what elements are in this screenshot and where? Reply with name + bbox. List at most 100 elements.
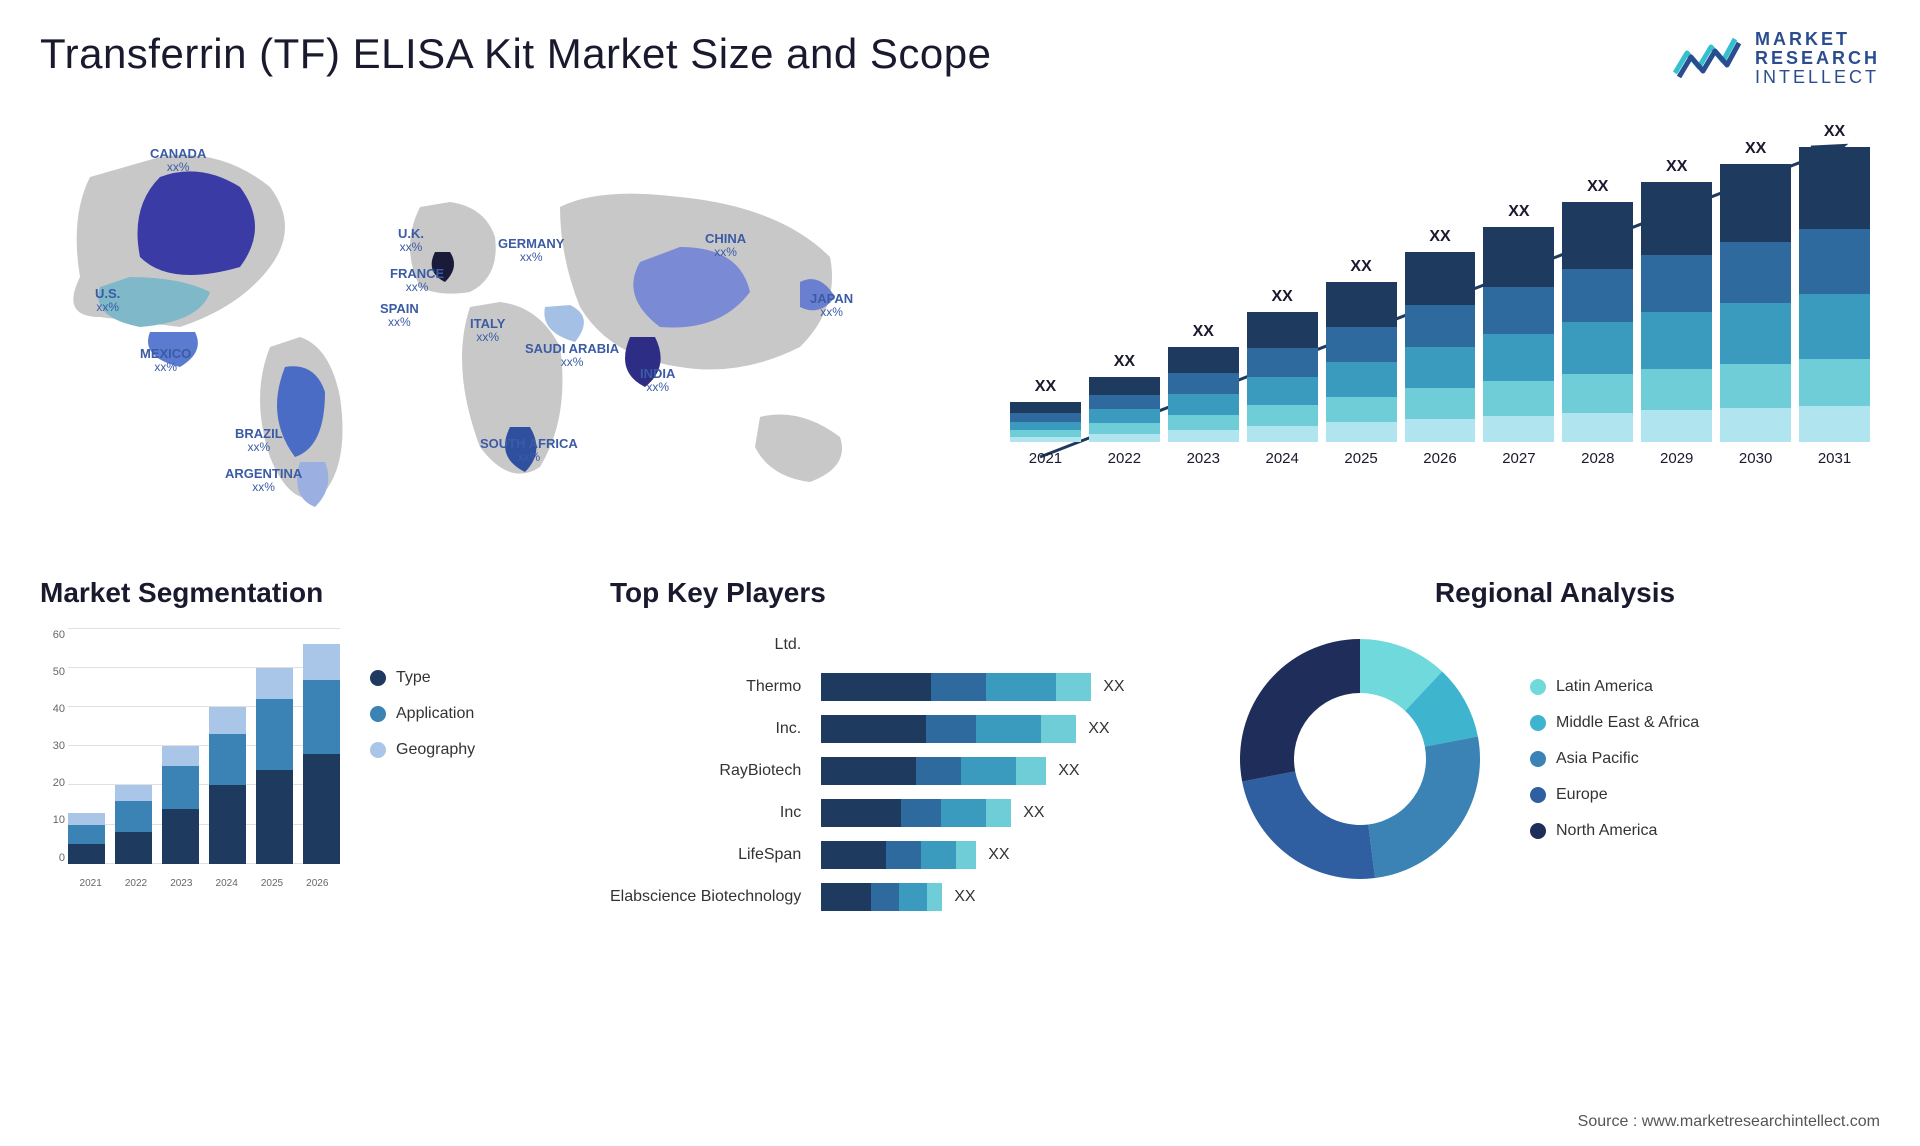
forecast-value: XX <box>1272 288 1293 306</box>
forecast-value: XX <box>1350 258 1371 276</box>
forecast-bar: XX 2029 <box>1641 158 1712 467</box>
segmentation-bar <box>209 707 246 864</box>
forecast-bar: XX 2027 <box>1483 203 1554 467</box>
legend-item: North America <box>1530 822 1699 840</box>
regional-donut-chart <box>1230 629 1490 889</box>
forecast-value: XX <box>1193 323 1214 341</box>
player-bar-row: XX <box>821 715 1190 743</box>
segmentation-bar <box>256 668 293 864</box>
legend-item: Europe <box>1530 786 1699 804</box>
forecast-bar: XX 2028 <box>1562 178 1633 467</box>
forecast-bar: XX 2024 <box>1247 288 1318 467</box>
forecast-bar: XX 2025 <box>1326 258 1397 467</box>
forecast-value: XX <box>1508 203 1529 221</box>
legend-item: Middle East & Africa <box>1530 714 1699 732</box>
player-bar-row: XX <box>821 673 1190 701</box>
forecast-value: XX <box>1429 228 1450 246</box>
player-bar-row <box>821 631 1190 659</box>
map-label: SAUDI ARABIAxx% <box>525 342 619 369</box>
page-title: Transferrin (TF) ELISA Kit Market Size a… <box>40 30 991 78</box>
forecast-chart: XX 2021 XX 2022 XX 2023 XX 2024 XX 2025 XX 2026 XX 20… <box>1000 117 1880 537</box>
donut-segment <box>1242 771 1375 879</box>
brand-logo: MARKET RESEARCH INTELLECT <box>1673 30 1880 87</box>
player-value: XX <box>1023 804 1044 822</box>
segmentation-legend: Type Application Geography <box>370 629 475 889</box>
forecast-year-label: 2027 <box>1502 450 1535 467</box>
legend-item: Asia Pacific <box>1530 750 1699 768</box>
map-label: BRAZILxx% <box>235 427 283 454</box>
donut-segment <box>1240 639 1360 781</box>
source-attribution: Source : www.marketresearchintellect.com <box>1578 1113 1880 1131</box>
map-label: MEXICOxx% <box>140 347 191 374</box>
player-bar-row: XX <box>821 883 1190 911</box>
player-name: Ltd. <box>775 631 802 659</box>
legend-item: Geography <box>370 741 475 759</box>
player-value: XX <box>1058 762 1079 780</box>
regional-panel: Regional Analysis Latin AmericaMiddle Ea… <box>1230 577 1880 911</box>
players-title: Top Key Players <box>610 577 1190 609</box>
forecast-bar: XX 2022 <box>1089 353 1160 467</box>
forecast-value: XX <box>1824 123 1845 141</box>
map-label: INDIAxx% <box>640 367 675 394</box>
player-bar-row: XX <box>821 841 1190 869</box>
map-label: CANADAxx% <box>150 147 206 174</box>
map-label: ITALYxx% <box>470 317 505 344</box>
forecast-year-label: 2021 <box>1029 450 1062 467</box>
regional-legend: Latin AmericaMiddle East & AfricaAsia Pa… <box>1530 678 1699 840</box>
donut-segment <box>1368 736 1480 878</box>
forecast-value: XX <box>1666 158 1687 176</box>
players-labels: Ltd. Thermo Inc. RayBiotech Inc LifeSpan Elabs… <box>610 629 801 911</box>
world-map: CANADAxx% U.S.xx% MEXICOxx% BRAZILxx% ARGENT… <box>40 117 940 537</box>
player-value: XX <box>988 846 1009 864</box>
forecast-bar: XX 2021 <box>1010 378 1081 467</box>
regional-title: Regional Analysis <box>1230 577 1880 609</box>
segmentation-chart: 6050403020100 202120222023202420252026 <box>40 629 340 889</box>
forecast-year-label: 2025 <box>1344 450 1377 467</box>
map-label: U.K.xx% <box>398 227 424 254</box>
map-label: GERMANYxx% <box>498 237 564 264</box>
map-label: JAPANxx% <box>810 292 853 319</box>
legend-item: Type <box>370 669 475 687</box>
player-bar-row: XX <box>821 757 1190 785</box>
forecast-year-label: 2028 <box>1581 450 1614 467</box>
player-name: Thermo <box>746 673 801 701</box>
forecast-bar: XX 2031 <box>1799 123 1870 467</box>
forecast-year-label: 2031 <box>1818 450 1851 467</box>
segmentation-bar <box>115 785 152 863</box>
forecast-value: XX <box>1745 140 1766 158</box>
player-name: RayBiotech <box>719 757 801 785</box>
player-bar-row: XX <box>821 799 1190 827</box>
player-name: Elabscience Biotechnology <box>610 883 801 911</box>
map-label: ARGENTINAxx% <box>225 467 302 494</box>
forecast-value: XX <box>1035 378 1056 396</box>
forecast-value: XX <box>1114 353 1135 371</box>
players-panel: Top Key Players Ltd. Thermo Inc. RayBiotech… <box>610 577 1190 911</box>
logo-text-2: RESEARCH <box>1755 49 1880 68</box>
forecast-year-label: 2030 <box>1739 450 1772 467</box>
forecast-year-label: 2026 <box>1423 450 1456 467</box>
logo-mark-icon <box>1673 33 1743 83</box>
segmentation-bar <box>303 644 340 863</box>
player-name: Inc <box>780 799 801 827</box>
player-value: XX <box>954 888 975 906</box>
logo-text-1: MARKET <box>1755 30 1880 49</box>
map-label: SOUTH AFRICAxx% <box>480 437 578 464</box>
player-name: Inc. <box>775 715 801 743</box>
players-bars: XX XX XX XX XX XX <box>821 629 1190 911</box>
player-value: XX <box>1088 720 1109 738</box>
player-value: XX <box>1103 678 1124 696</box>
forecast-year-label: 2023 <box>1187 450 1220 467</box>
legend-item: Application <box>370 705 475 723</box>
forecast-value: XX <box>1587 178 1608 196</box>
logo-text-3: INTELLECT <box>1755 68 1880 87</box>
map-label: SPAINxx% <box>380 302 419 329</box>
forecast-year-label: 2022 <box>1108 450 1141 467</box>
forecast-year-label: 2029 <box>1660 450 1693 467</box>
segmentation-bar <box>68 813 105 864</box>
forecast-year-label: 2024 <box>1265 450 1298 467</box>
forecast-bar: XX 2023 <box>1168 323 1239 467</box>
player-name: LifeSpan <box>738 841 801 869</box>
segmentation-bar <box>162 746 199 863</box>
forecast-bar: XX 2026 <box>1405 228 1476 467</box>
map-label: U.S.xx% <box>95 287 120 314</box>
